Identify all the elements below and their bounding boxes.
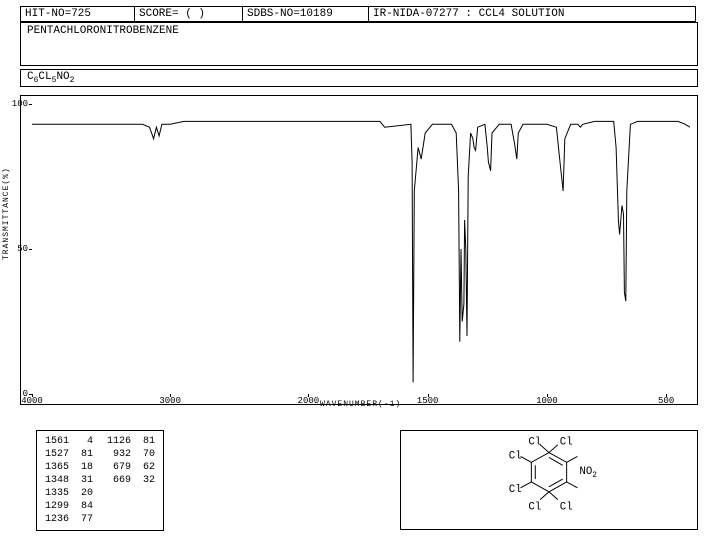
peak-row: 1299 84 (45, 500, 93, 513)
x-tick-mark (666, 394, 667, 397)
sdbs-no-cell: SDBS-NO=10189 (243, 7, 369, 21)
x-tick-label: 3000 (159, 396, 181, 406)
peak-row: 669 32 (107, 474, 155, 487)
peak-table: 1561 41527 811365 181348 311335 201299 8… (36, 430, 164, 531)
label-cl-top-left: Cl (528, 437, 541, 449)
header-row: HIT-NO=725 SCORE= ( ) SDBS-NO=10189 IR-N… (20, 6, 696, 22)
peak-row: 932 70 (107, 448, 155, 461)
y-tick-mark (29, 249, 32, 250)
peak-row: 1126 81 (107, 435, 155, 448)
ir-info-cell: IR-NIDA-07277 : CCL4 SOLUTION (369, 7, 695, 21)
label-no2: NO2 (579, 466, 597, 480)
structure-diagram: Cl Cl Cl NO2 Cl Cl Cl (401, 431, 697, 529)
label-cl-bottom-left: Cl (528, 501, 541, 513)
peak-table-col1: 1561 41527 811365 181348 311335 201299 8… (45, 435, 93, 526)
label-cl-left-upper: Cl (509, 450, 522, 462)
peak-row: 1365 18 (45, 461, 93, 474)
peak-row: 1561 4 (45, 435, 93, 448)
x-tick-label: 1000 (536, 396, 558, 406)
y-tick-label: 100 (10, 99, 28, 109)
x-tick-mark (428, 394, 429, 397)
peak-table-col2: 1126 81 932 70 679 62 669 32 (107, 435, 155, 526)
molecular-formula: C6CL5NO2 (20, 69, 698, 87)
hit-no-cell: HIT-NO=725 (21, 7, 135, 21)
peak-row: 1348 31 (45, 474, 93, 487)
x-tick-label: 1500 (417, 396, 439, 406)
x-tick-label: 500 (658, 396, 674, 406)
x-tick-label: 2000 (298, 396, 320, 406)
peak-row: 1527 81 (45, 448, 93, 461)
compound-name: PENTACHLORONITROBENZENE (20, 22, 698, 66)
x-tick-label: 4000 (21, 396, 43, 406)
score-cell: SCORE= ( ) (135, 7, 243, 21)
peak-row: 1236 77 (45, 513, 93, 526)
x-tick-mark (308, 394, 309, 397)
structure-box: Cl Cl Cl NO2 Cl Cl Cl (400, 430, 698, 530)
label-cl-top-right: Cl (560, 437, 573, 449)
y-tick-label: 50 (10, 244, 28, 254)
peak-row: 1335 20 (45, 487, 93, 500)
x-tick-mark (32, 394, 33, 397)
x-axis-label: WAVENUMBER(-1) (320, 400, 401, 409)
x-tick-mark (170, 394, 171, 397)
peak-row: 679 62 (107, 461, 155, 474)
spectrum-line (32, 104, 690, 394)
label-cl-bottom-right: Cl (560, 501, 573, 513)
label-cl-left-lower: Cl (509, 484, 522, 496)
x-tick-mark (547, 394, 548, 397)
y-tick-mark (29, 104, 32, 105)
